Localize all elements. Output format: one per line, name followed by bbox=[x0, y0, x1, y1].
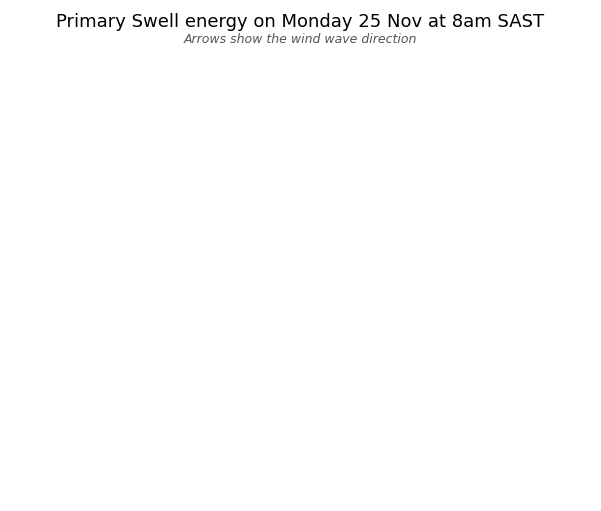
Text: Primary Swell energy on Monday 25 Nov at 8am SAST: Primary Swell energy on Monday 25 Nov at… bbox=[56, 13, 545, 31]
Text: cartopy required: cartopy required bbox=[219, 273, 382, 292]
Text: Arrows show the wind wave direction: Arrows show the wind wave direction bbox=[184, 33, 417, 46]
